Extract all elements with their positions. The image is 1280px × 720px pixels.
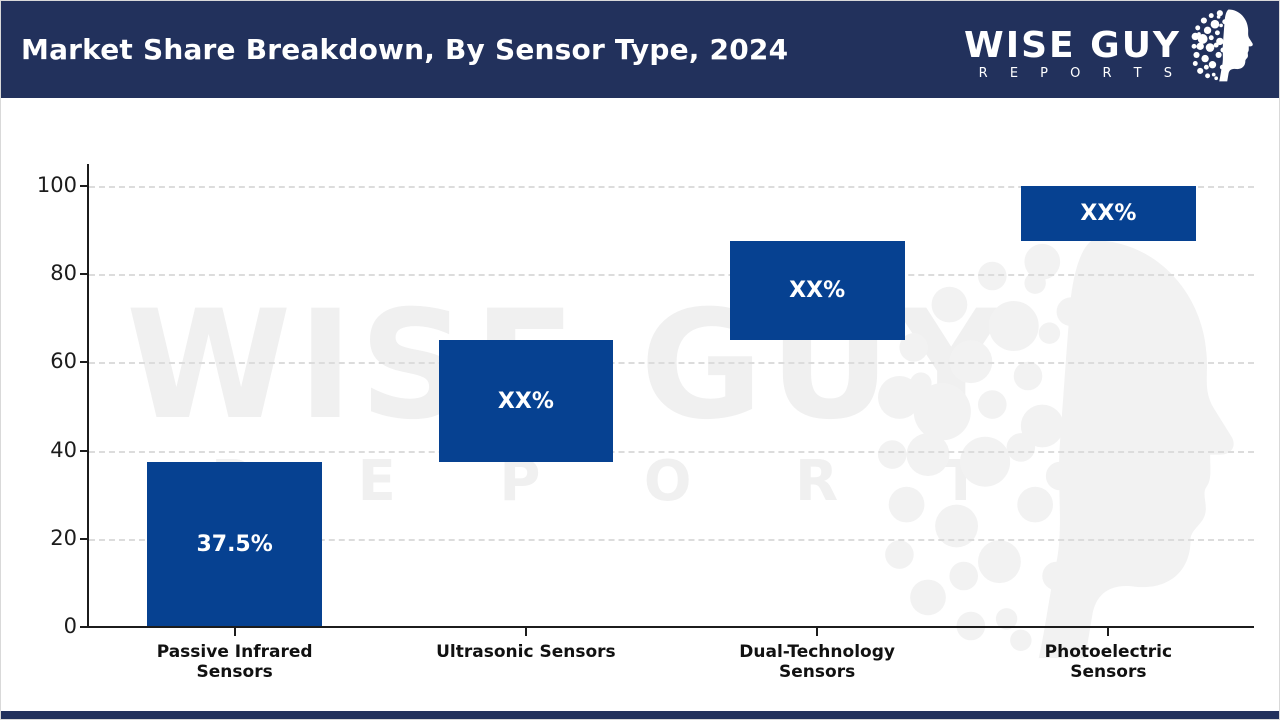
y-tick-label: 100 <box>36 173 77 198</box>
bar-value-label: 37.5% <box>196 531 273 557</box>
y-tick-label: 20 <box>50 525 77 550</box>
gridline-20 <box>89 538 1254 541</box>
header: Market Share Breakdown, By Sensor Type, … <box>1 1 1279 98</box>
gridline-100 <box>89 186 1254 189</box>
wiseguy-logo: WISE GUY R E P O R T S <box>964 7 1265 93</box>
x-tick-mark <box>1107 627 1110 636</box>
logo-wordmark-sub: R E P O R T S <box>978 66 1181 82</box>
footer-bar <box>1 711 1279 719</box>
y-tick-mark <box>80 537 89 540</box>
bar-value-label: XX% <box>789 278 846 304</box>
gridline-60 <box>89 362 1254 365</box>
y-tick-mark <box>80 361 89 364</box>
y-tick-mark <box>80 449 89 452</box>
y-tick-mark <box>80 185 89 188</box>
x-category-label: Ultrasonic Sensors <box>436 642 616 662</box>
y-tick-label: 0 <box>63 614 77 638</box>
y-axis-line <box>87 164 89 628</box>
x-category-label: Passive Infrared Sensors <box>156 642 313 683</box>
x-axis-line <box>87 626 1254 628</box>
waterfall-bar: XX% <box>729 241 905 341</box>
waterfall-bar: 37.5% <box>147 461 322 627</box>
y-tick-label: 80 <box>50 261 77 286</box>
x-category-label: Dual-Technology Sensors <box>739 642 895 683</box>
gridline-80 <box>89 274 1254 277</box>
x-tick-mark <box>524 627 527 636</box>
bar-value-label: XX% <box>1080 201 1137 227</box>
x-category-label: Photoelectric Sensors <box>1044 642 1173 683</box>
chart-title: Market Share Breakdown, By Sensor Type, … <box>21 33 789 66</box>
gridline-40 <box>89 450 1254 453</box>
y-tick-mark <box>80 626 89 628</box>
waterfall-bar: XX% <box>1021 186 1196 242</box>
plot-area: 0 20 40 60 80 100 37.5% Passive Infrared Sensor… <box>37 164 1254 682</box>
logo-wordmark-main: WISE GUY <box>963 24 1181 66</box>
bar-value-label: XX% <box>497 388 554 414</box>
waterfall-bar: XX% <box>438 340 614 462</box>
logo-wordmark: WISE GUY R E P O R T S <box>963 24 1181 82</box>
y-tick-label: 40 <box>50 437 77 462</box>
x-tick-mark <box>816 627 819 636</box>
logo-head-icon <box>1191 9 1253 82</box>
x-tick-mark <box>233 627 236 636</box>
y-tick-label: 60 <box>50 349 77 374</box>
y-tick-mark <box>80 273 89 276</box>
